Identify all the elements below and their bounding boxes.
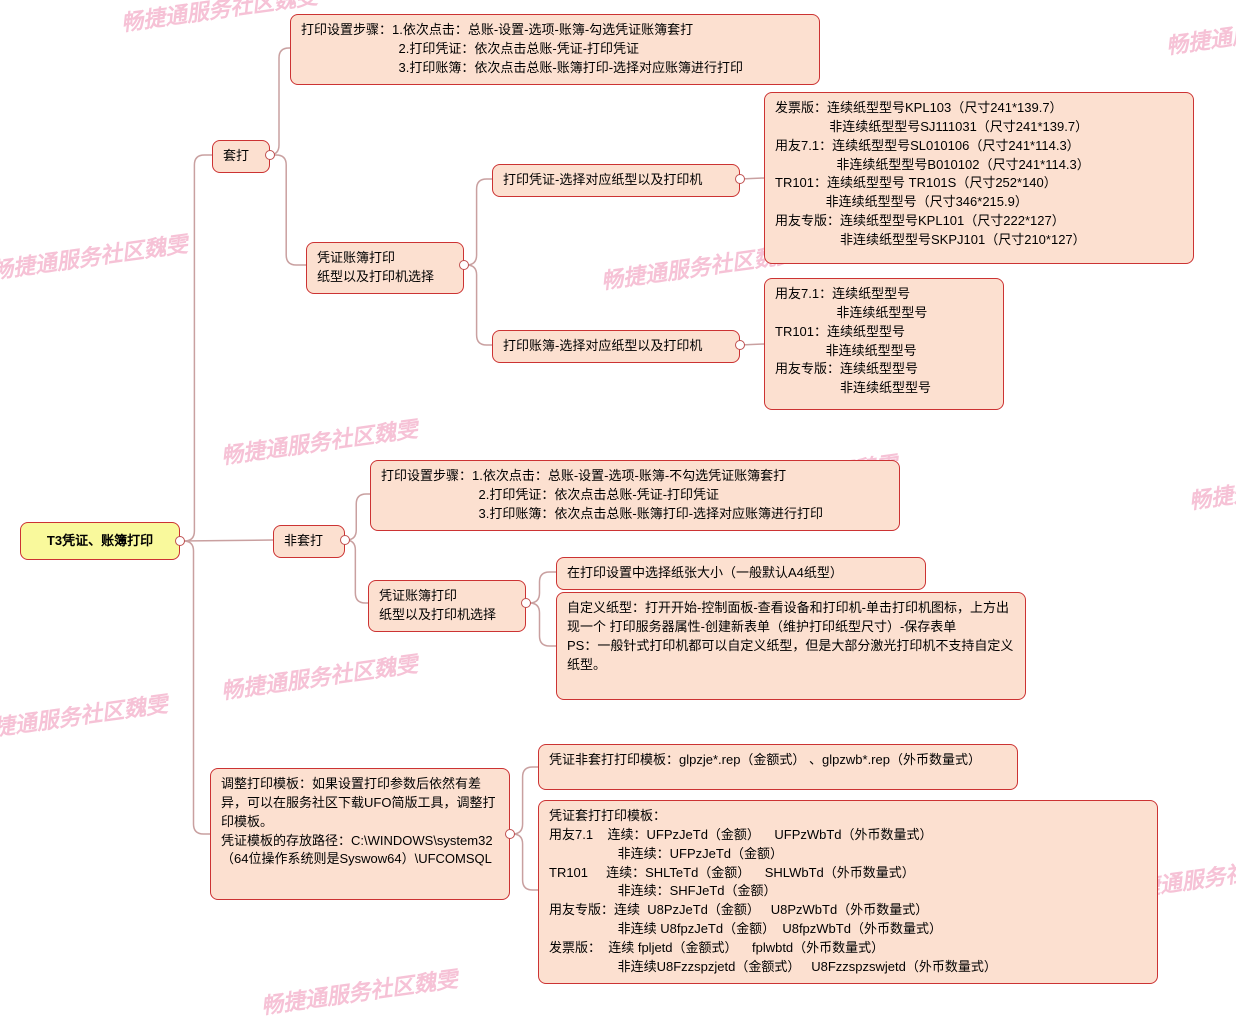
node-taoda_zb[interactable]: 打印账簿-选择对应纸型以及打印机 xyxy=(492,330,740,363)
join-circle xyxy=(459,260,469,270)
join-circle xyxy=(521,598,531,608)
watermark: 畅捷通服务社区魏雯 xyxy=(1187,456,1236,515)
join-circle xyxy=(735,174,745,184)
node-taoda_pz_det[interactable]: 发票版：连续纸型型号KPL103（尺寸241*139.7） 非连续纸型型号SJ1… xyxy=(764,92,1194,264)
join-circle xyxy=(735,340,745,350)
node-feitaoda[interactable]: 非套打 xyxy=(273,525,345,558)
node-templates[interactable]: 调整打印模板：如果设置打印参数后依然有差异，可以在服务社区下载UFO简版工具，调… xyxy=(210,768,510,900)
watermark: 畅捷通服务社区魏雯 xyxy=(259,961,460,1020)
join-circle xyxy=(505,829,515,839)
join-circle xyxy=(265,150,275,160)
node-fei_steps[interactable]: 打印设置步骤：1.依次点击：总账-设置-选项-账簿-不勾选凭证账簿套打 2.打印… xyxy=(370,460,900,531)
watermark: 畅捷通服务社区魏雯 xyxy=(1164,1,1236,60)
join-circle xyxy=(340,535,350,545)
node-taoda[interactable]: 套打 xyxy=(212,140,270,173)
node-tmpl_tao[interactable]: 凭证套打打印模板： 用友7.1 连续：UFPzJeTd（金额） UFPzWbTd… xyxy=(538,800,1158,984)
join-circle xyxy=(175,536,185,546)
watermark: 畅捷通服务社区魏雯 xyxy=(219,646,420,705)
node-tmpl_nontao[interactable]: 凭证非套打打印模板：glpzje*.rep（金额式） 、glpzwb*.rep（… xyxy=(538,744,1018,790)
node-fei_custom[interactable]: 自定义纸型：打开开始-控制面板-查看设备和打印机-单击打印机图标，上方出现一个 … xyxy=(556,592,1026,700)
node-taoda_pz[interactable]: 打印凭证-选择对应纸型以及打印机 xyxy=(492,164,740,197)
node-taoda_zb_det[interactable]: 用友7.1：连续纸型型号 非连续纸型型号 TR101：连续纸型型号 非连续纸型型… xyxy=(764,278,1004,410)
node-fei_sel[interactable]: 凭证账簿打印 纸型以及打印机选择 xyxy=(368,580,526,632)
watermark: 畅捷通服务社区魏雯 xyxy=(0,226,189,285)
node-taoda_steps[interactable]: 打印设置步骤：1.依次点击：总账-设置-选项-账簿-勾选凭证账簿套打 2.打印凭… xyxy=(290,14,820,85)
node-fei_a4[interactable]: 在打印设置中选择纸张大小（一般默认A4纸型） xyxy=(556,557,926,590)
node-root[interactable]: T3凭证、账簿打印 xyxy=(20,522,180,560)
watermark: 畅捷通服务社区魏雯 xyxy=(0,686,169,745)
node-taoda_sel[interactable]: 凭证账簿打印 纸型以及打印机选择 xyxy=(306,242,464,294)
